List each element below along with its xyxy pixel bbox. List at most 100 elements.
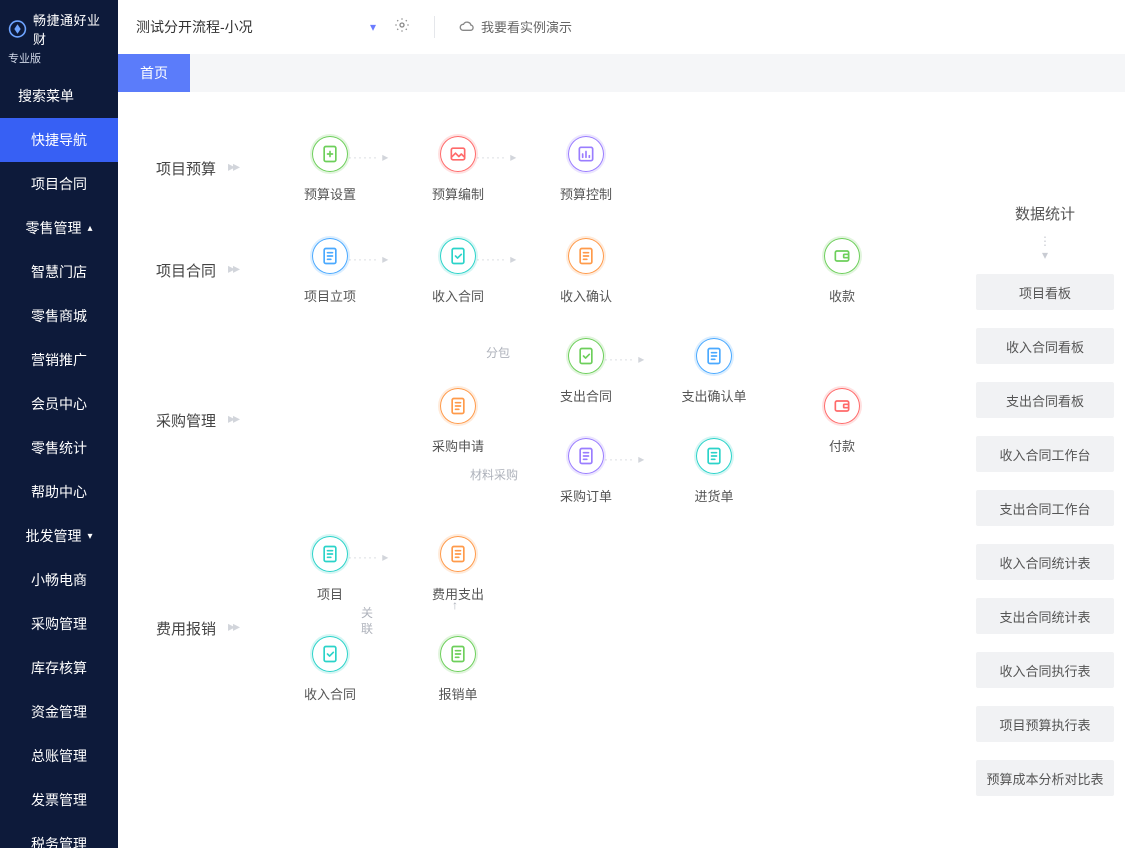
sidebar-subitem[interactable]: 营销推广 (0, 338, 118, 382)
sidebar-item-label: 库存核算 (31, 658, 87, 678)
flow-node[interactable]: 预算控制 (542, 134, 630, 203)
sidebar-item-label: 资金管理 (31, 702, 87, 722)
row-label: 费用报销 (156, 618, 216, 639)
caret-up-icon: ▴ (87, 223, 92, 234)
node-label: 报销单 (414, 684, 502, 703)
node-icon (438, 634, 478, 674)
demo-link[interactable]: 我要看实例演示 (459, 17, 572, 36)
sidebar-item[interactable]: 总账管理 (0, 734, 118, 778)
sidebar-subitem[interactable]: 零售商城 (0, 294, 118, 338)
edge-label-subcontract: 分包 (486, 344, 510, 361)
org-selector[interactable]: 测试分开流程-小况 ▾ (136, 17, 376, 37)
flow-node[interactable]: 进货单 (670, 436, 758, 505)
node-icon (566, 236, 606, 276)
stat-button[interactable]: 收入合同工作台 (976, 436, 1114, 472)
node-icon (694, 436, 734, 476)
flow-canvas: 项目预算▸▸项目合同▸▸采购管理▸▸费用报销▸▸ 预算设置预算编制预算控制项目立… (124, 98, 1119, 842)
stat-button[interactable]: 收入合同看板 (976, 328, 1114, 364)
edge-label-material: 材料采购 (470, 466, 518, 483)
sidebar-item-label: 采购管理 (31, 614, 87, 634)
flow-node[interactable]: 收入确认 (542, 236, 630, 305)
stats-panel: 数据统计 ⋮▾ 项目看板收入合同看板支出合同看板收入合同工作台支出合同工作台收入… (976, 203, 1114, 814)
sidebar-item-label: 小畅电商 (31, 570, 87, 590)
sidebar-search[interactable]: 搜索菜单 (0, 74, 118, 118)
stat-button[interactable]: 项目看板 (976, 274, 1114, 310)
sidebar-item-label: 发票管理 (31, 790, 87, 810)
flow-node[interactable]: 采购订单 (542, 436, 630, 505)
cloud-icon (459, 19, 475, 35)
flow-node[interactable]: 费用支出 (414, 534, 502, 603)
sidebar-item[interactable]: 发票管理 (0, 778, 118, 822)
sidebar-item[interactable]: 库存核算 (0, 646, 118, 690)
gear-icon[interactable] (394, 17, 410, 36)
flow-node[interactable]: 收入合同 (286, 634, 374, 703)
stat-button[interactable]: 收入合同执行表 (976, 652, 1114, 688)
sidebar-subitem[interactable]: 会员中心 (0, 382, 118, 426)
node-label: 收款 (798, 286, 886, 305)
sidebar-item[interactable]: 快捷导航 (0, 118, 118, 162)
flow-arrow: ······ ▸ (348, 150, 389, 164)
sidebar-item[interactable]: 小畅电商 (0, 558, 118, 602)
row-arrow-icon: ▸▸ (228, 618, 238, 635)
brand-logo-icon (8, 19, 27, 39)
stat-button[interactable]: 支出合同看板 (976, 382, 1114, 418)
tab-label: 首页 (140, 63, 168, 83)
sidebar-subitem[interactable]: 零售统计 (0, 426, 118, 470)
sidebar-subitem[interactable]: 智慧门店 (0, 250, 118, 294)
row-arrow-icon: ▸▸ (228, 260, 238, 277)
flow-node[interactable]: 收入合同 (414, 236, 502, 305)
node-label: 预算控制 (542, 184, 630, 203)
sidebar-item[interactable]: 批发管理▾ (0, 514, 118, 558)
stat-button[interactable]: 支出合同工作台 (976, 490, 1114, 526)
node-icon (566, 134, 606, 174)
node-label: 付款 (798, 436, 886, 455)
sidebar-item[interactable]: 项目合同 (0, 162, 118, 206)
edge-arrow-up: ↑ (452, 598, 458, 612)
caret-down-icon: ▾ (87, 531, 92, 542)
flow-node[interactable]: 采购申请 (414, 386, 502, 455)
node-label: 收入合同 (286, 684, 374, 703)
sidebar-item[interactable]: 零售管理 ▴ (0, 206, 118, 250)
flow-node[interactable]: 支出合同 (542, 336, 630, 405)
row-label: 项目预算 (156, 158, 216, 179)
flow-node[interactable]: 预算编制 (414, 134, 502, 203)
sidebar-item[interactable]: 税务管理 (0, 822, 118, 848)
node-label: 支出确认单 (670, 386, 758, 405)
topbar-divider (434, 16, 435, 38)
stat-button[interactable]: 预算成本分析对比表 (976, 760, 1114, 796)
sidebar-item-label: 项目合同 (31, 174, 87, 194)
flow-node[interactable]: 预算设置 (286, 134, 374, 203)
flow-node[interactable]: 收款 (798, 236, 886, 305)
flow-node[interactable]: 项目 (286, 534, 374, 603)
flow-node[interactable]: 报销单 (414, 634, 502, 703)
node-icon (694, 336, 734, 376)
edge-label-relate-1: 关 (361, 604, 373, 621)
sidebar-item[interactable]: 资金管理 (0, 690, 118, 734)
sidebar-item-label: 税务管理 (31, 834, 87, 848)
stats-arrow-icon: ⋮▾ (976, 234, 1114, 262)
sidebar-item[interactable]: 采购管理 (0, 602, 118, 646)
flow-node[interactable]: 项目立项 (286, 236, 374, 305)
node-label: 费用支出 (414, 584, 502, 603)
tab-home[interactable]: 首页 (118, 54, 190, 92)
node-label: 进货单 (670, 486, 758, 505)
node-icon (822, 236, 862, 276)
brand-name: 畅捷通好业财 (33, 10, 110, 48)
stat-button[interactable]: 支出合同统计表 (976, 598, 1114, 634)
node-icon (822, 386, 862, 426)
stat-button[interactable]: 项目预算执行表 (976, 706, 1114, 742)
sidebar-subitem[interactable]: 帮助中心 (0, 470, 118, 514)
node-icon (438, 534, 478, 574)
tab-strip: 首页 (118, 54, 1125, 92)
sidebar-item-label: 零售管理 (25, 218, 81, 238)
node-label: 采购订单 (542, 486, 630, 505)
edge-label-relate-2: 联 (361, 620, 373, 637)
flow-node[interactable]: 付款 (798, 386, 886, 455)
node-icon (310, 534, 350, 574)
flow-node[interactable]: 支出确认单 (670, 336, 758, 405)
row-arrow-icon: ▸▸ (228, 158, 238, 175)
demo-label: 我要看实例演示 (481, 17, 572, 36)
topbar: 测试分开流程-小况 ▾ 我要看实例演示 (118, 0, 1125, 54)
chevron-down-icon: ▾ (370, 20, 376, 34)
stat-button[interactable]: 收入合同统计表 (976, 544, 1114, 580)
